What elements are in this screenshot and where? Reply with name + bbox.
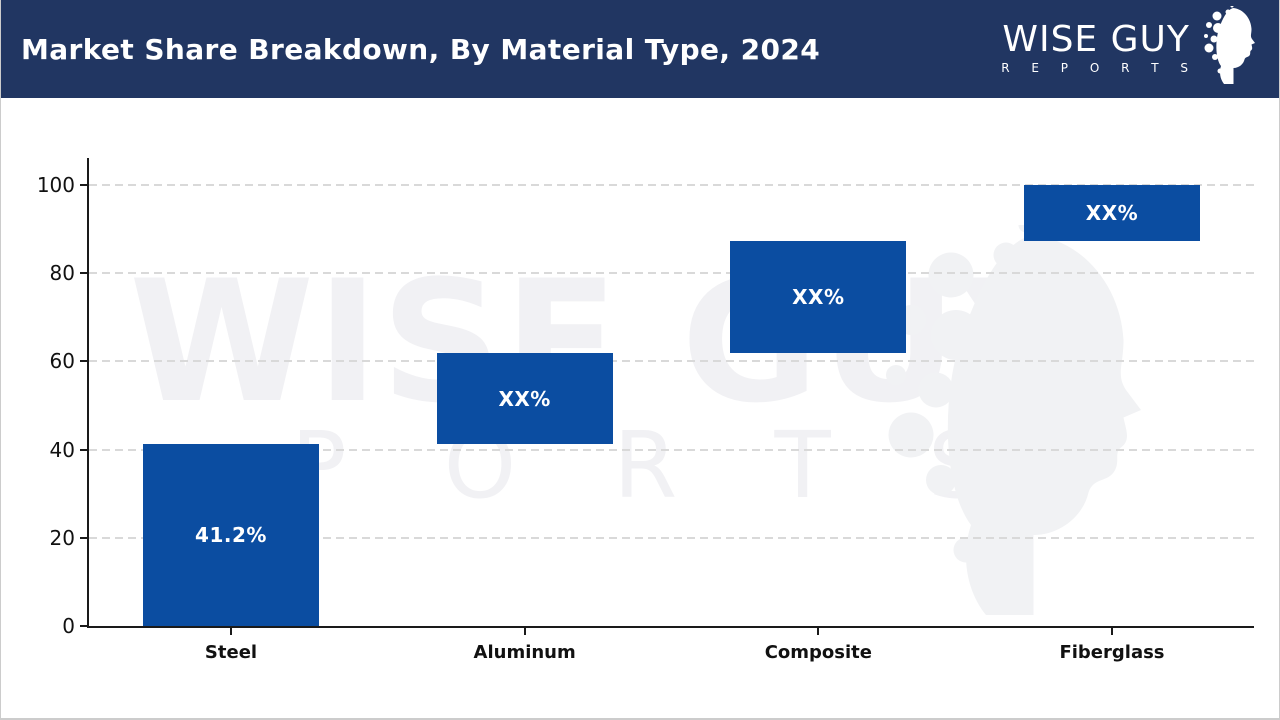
brand-logo-text: WISE GUY R E P O R T S <box>995 21 1197 75</box>
y-tick-mark-0 <box>80 625 89 627</box>
x-category-label-aluminum: Aluminum <box>473 642 576 663</box>
x-axis-spine <box>87 626 1254 628</box>
header-bar: Market Share Breakdown, By Material Type… <box>1 0 1279 98</box>
bar-fiberglass: XX% <box>1024 185 1200 241</box>
x-category-label-composite: Composite <box>764 642 872 663</box>
y-tick-mark-40 <box>80 448 89 451</box>
y-tick-label-100: 100 <box>36 173 75 197</box>
x-tick-mark-composite <box>817 626 820 635</box>
x-category-label-fiberglass: Fiberglass <box>1059 642 1165 663</box>
chart-plot-area: 0 20 40 60 80 100 41.2% XX% XX% XX% Steel Aluminu… <box>37 158 1254 663</box>
wiseguy-head-icon <box>1199 4 1265 90</box>
gridline-80 <box>89 272 1254 275</box>
watermark-text-line2: P O R T S <box>291 412 1021 519</box>
gridline-60 <box>89 360 1254 363</box>
brand-name: WISE GUY <box>1002 19 1190 61</box>
gridline-20 <box>89 536 1254 539</box>
y-tick-label-60: 60 <box>49 349 75 374</box>
bar-value-label-composite: XX% <box>792 284 845 309</box>
x-tick-mark-aluminum <box>523 626 526 635</box>
y-tick-label-20: 20 <box>49 525 75 550</box>
x-tick-mark-fiberglass <box>1111 626 1113 635</box>
y-tick-label-40: 40 <box>49 437 75 462</box>
gridline-100 <box>89 184 1254 186</box>
y-tick-mark-20 <box>80 536 89 539</box>
y-tick-mark-80 <box>80 272 89 275</box>
x-tick-mark-steel <box>230 626 232 635</box>
x-category-label-steel: Steel <box>204 642 258 663</box>
brand-logo: WISE GUY R E P O R T S <box>995 4 1265 90</box>
y-tick-mark-60 <box>80 360 89 363</box>
page-title: Market Share Breakdown, By Material Type… <box>21 32 821 66</box>
bar-steel: 41.2% <box>143 444 319 626</box>
y-tick-label-0: 0 <box>62 614 75 638</box>
brand-subname: R E P O R T S <box>1001 60 1197 75</box>
bar-value-label-fiberglass: XX% <box>1085 200 1139 225</box>
bar-composite: XX% <box>730 240 907 354</box>
bar-value-label-aluminum: XX% <box>498 386 551 411</box>
y-tick-mark-100 <box>80 184 89 186</box>
y-axis-spine <box>87 158 89 626</box>
y-tick-label-80: 80 <box>49 261 75 286</box>
bar-value-label-steel: 41.2% <box>195 523 267 548</box>
gridline-40 <box>89 448 1254 451</box>
bar-aluminum: XX% <box>436 353 613 445</box>
